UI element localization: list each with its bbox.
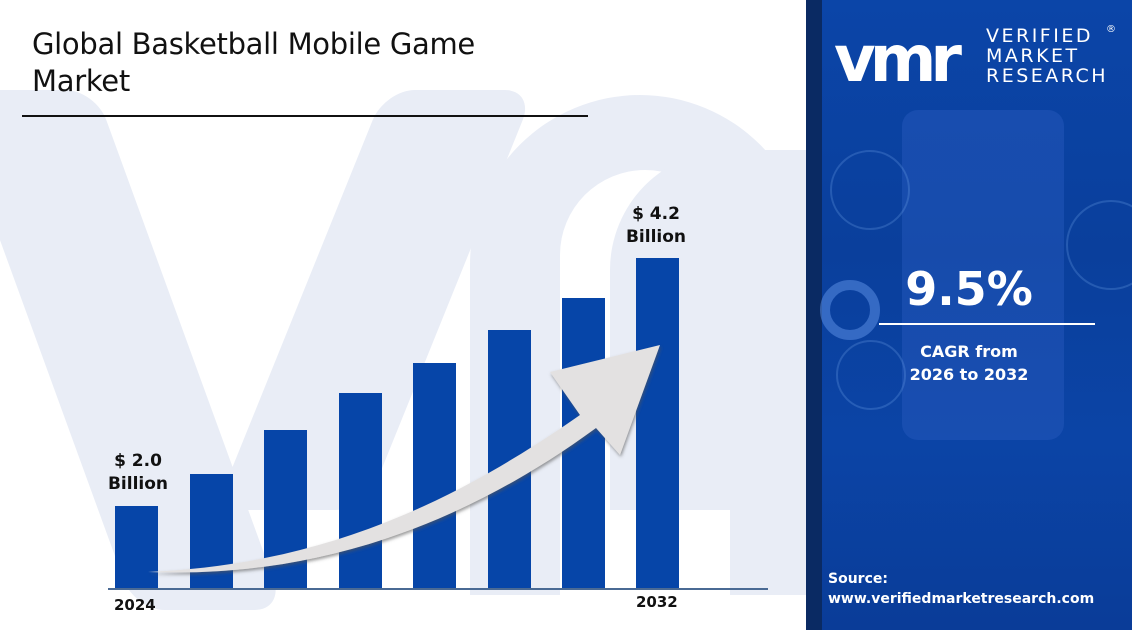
title-line-1: Global Basketball Mobile Game [32,27,475,61]
phone-background-graphic [902,110,1064,440]
cagr-line-2: 2026 to 2032 [909,365,1029,384]
bar-2027 [339,393,382,588]
logo-line-2: MARKET [986,45,1080,67]
vmr-logo: vmr [834,23,962,97]
source-url[interactable]: www.verifiedmarketresearch.com [828,591,1095,607]
end-amount: $ 4.2 [632,204,680,224]
trend-arrow-icon [148,345,660,573]
info-panel: vmr VERIFIED MARKET RESEARCH ® 9.5% CAGR… [806,0,1132,630]
bar-2032 [636,258,679,588]
circuit-circle-icon [836,340,906,410]
x-axis-line [108,588,768,590]
title-divider [22,115,588,117]
cagr-line-1: CAGR from [920,342,1018,361]
cagr-caption: CAGR from 2026 to 2032 [806,340,1132,386]
cagr-divider [879,323,1095,325]
source-label: Source: [828,571,888,587]
circuit-circle-icon [830,150,910,230]
start-value-label: $ 2.0 Billion [88,450,188,496]
gear-icon [820,280,880,340]
source: Source: www.verifiedmarketresearch.com [828,569,1094,609]
x-tick-2024: 2024 [114,596,156,614]
logo-line-3: RESEARCH [986,65,1109,87]
logo-line-1: VERIFIED [986,25,1093,47]
bar-2028 [413,363,456,588]
x-tick-2032: 2032 [636,593,678,611]
registered-mark: ® [1106,24,1116,35]
page-title: Global Basketball Mobile Game Market [32,26,475,100]
logo-wordmark: VERIFIED MARKET RESEARCH [986,26,1108,86]
end-unit: Billion [625,227,687,247]
end-value-label: $ 4.2 Billion [606,203,706,249]
start-amount: $ 2.0 [114,451,162,471]
title-line-2: Market [32,64,130,98]
start-unit: Billion [107,474,169,494]
chart-area: Global Basketball Mobile Game Market $ 2… [0,26,806,614]
bar-2024 [115,506,158,588]
cagr-value: 9.5% [905,262,1033,316]
panel-edge [806,0,822,630]
